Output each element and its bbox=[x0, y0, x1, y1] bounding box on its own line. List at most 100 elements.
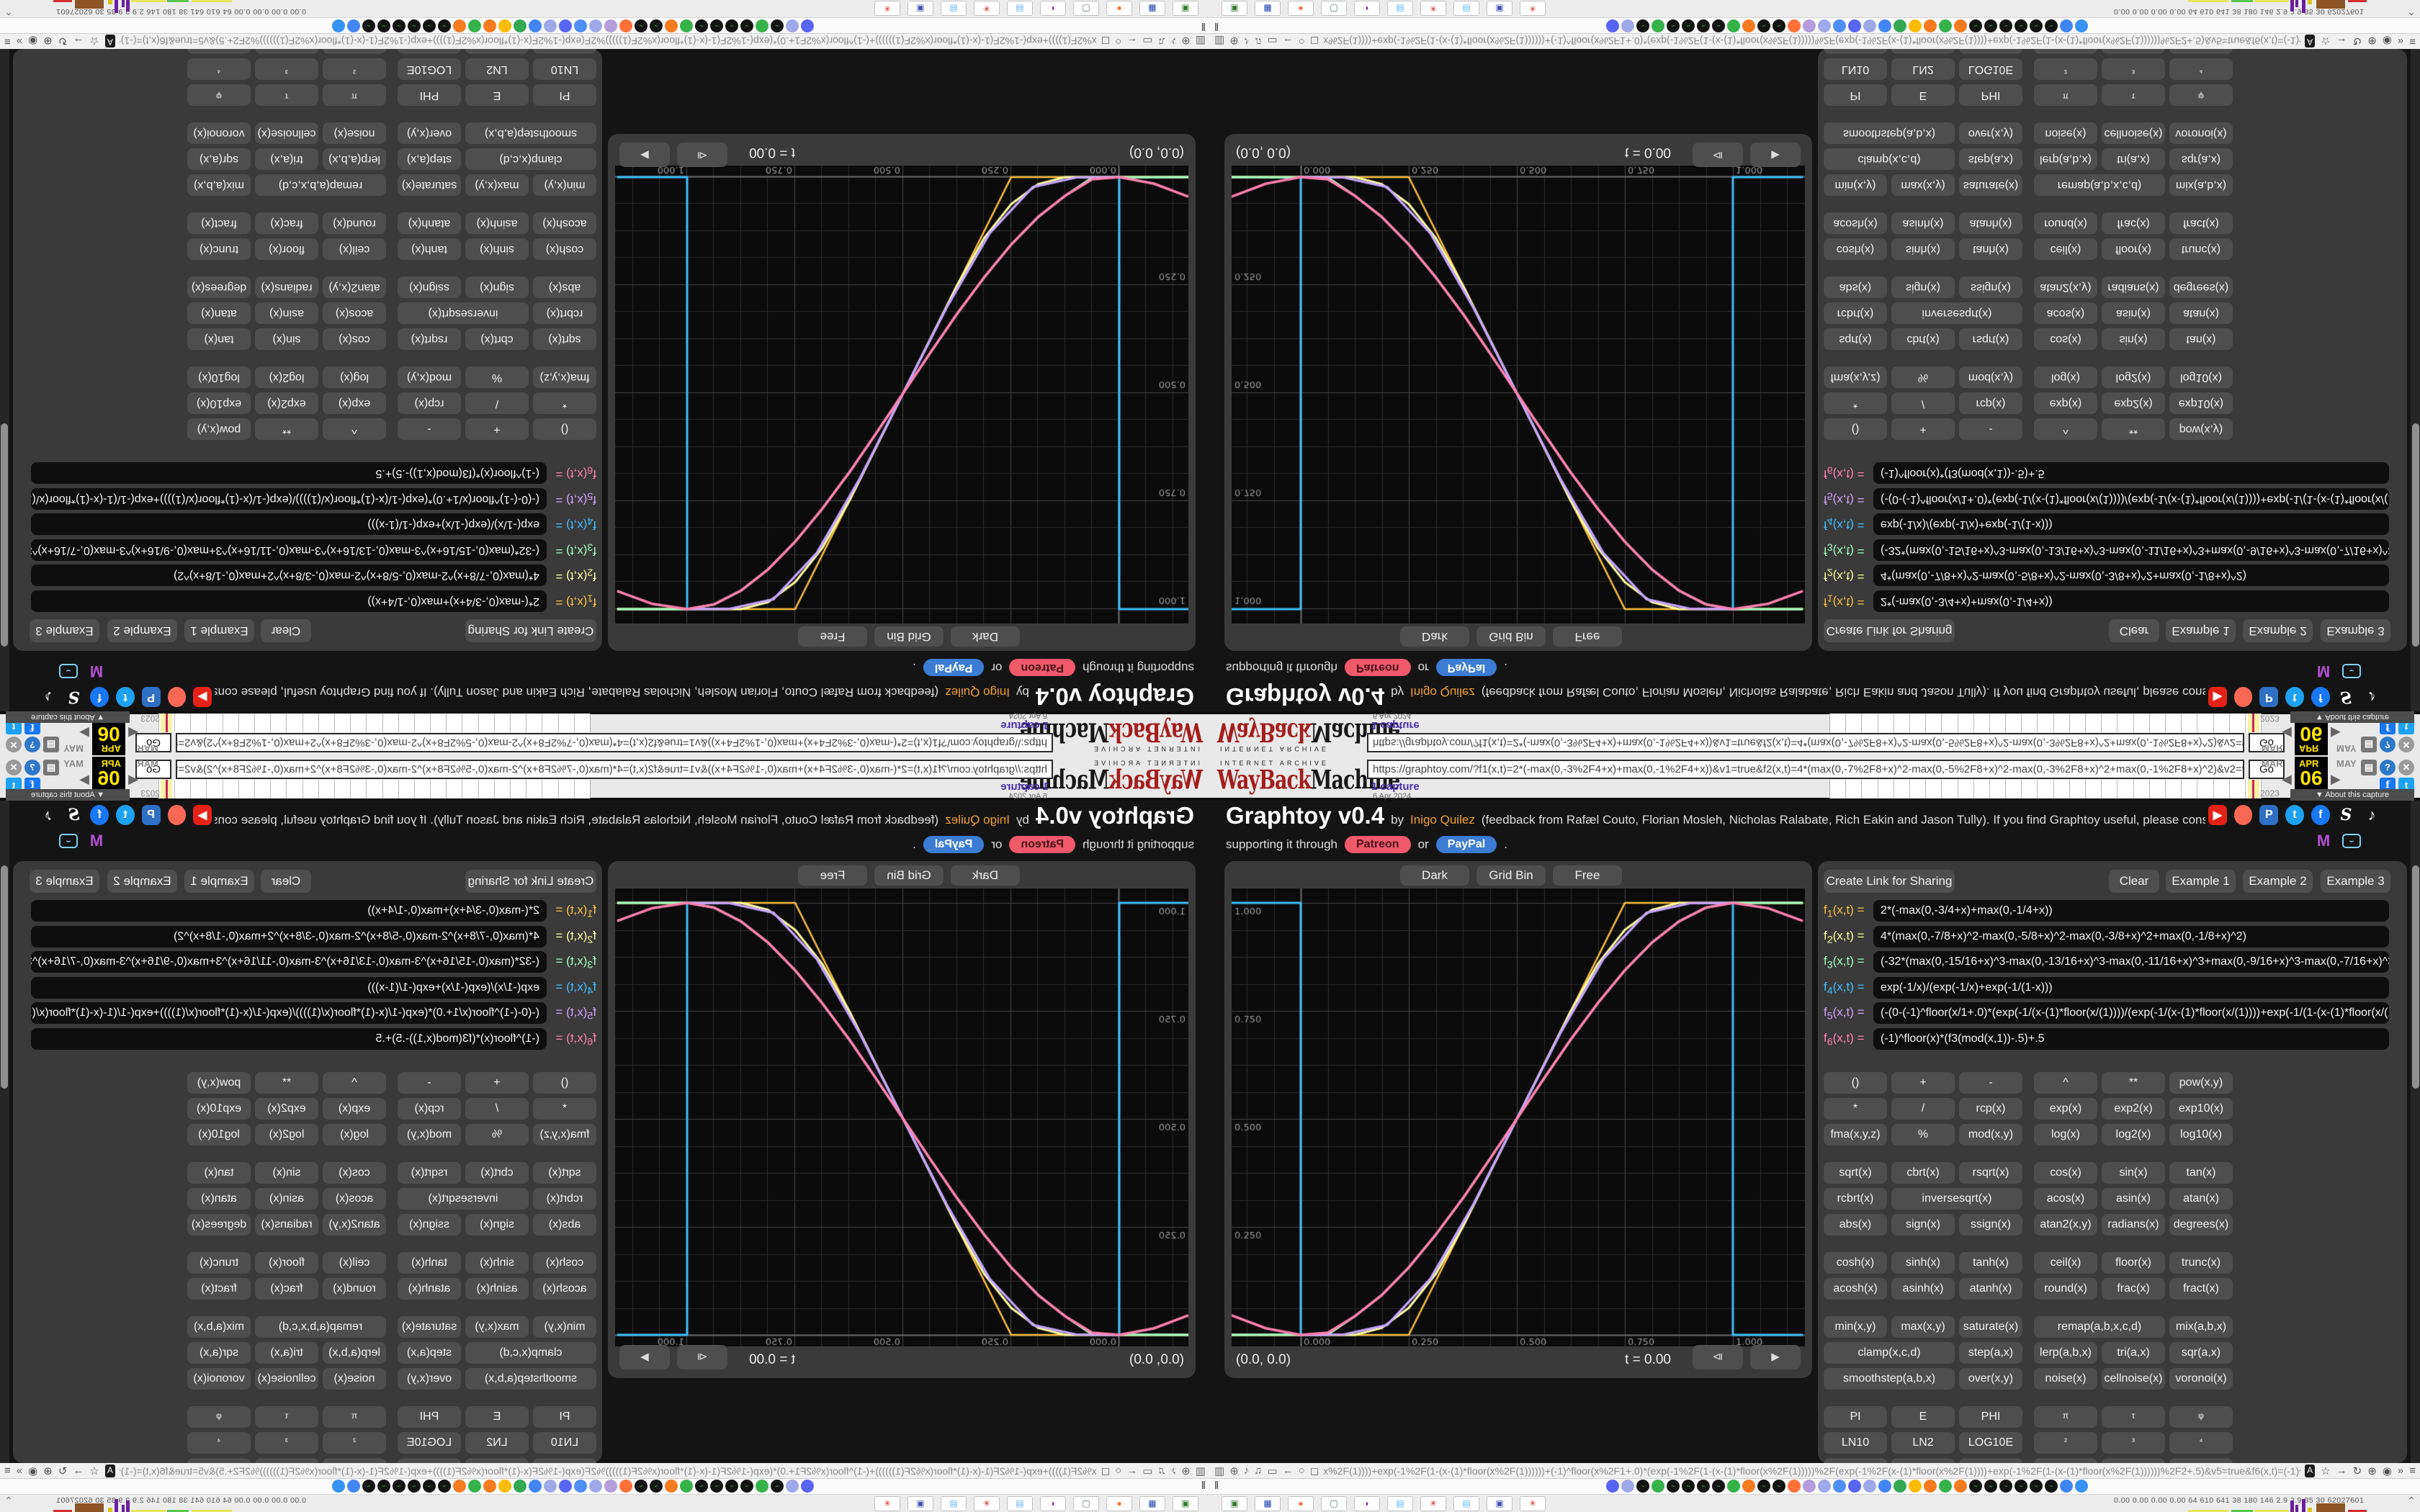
keypad-button[interactable]: sinh(x) bbox=[1891, 238, 1955, 260]
function-input-f2[interactable]: 4*(max(0,-7/8+x)^2-max(0,-5/8+x)^2-max(0… bbox=[1873, 564, 2389, 587]
keypad-button[interactable]: noise(x) bbox=[2034, 1368, 2097, 1390]
wave-favicon[interactable]: ~ bbox=[1712, 19, 1725, 32]
reddit-favicon[interactable] bbox=[1924, 1480, 1937, 1493]
keypad-button[interactable]: sign(x) bbox=[465, 276, 529, 298]
tab-gear[interactable]: ✳ bbox=[874, 1496, 900, 1511]
keypad-button[interactable]: atan(x) bbox=[2169, 302, 2233, 324]
wave-favicon[interactable]: ~ bbox=[423, 19, 436, 32]
example-2-button[interactable]: Example 2 bbox=[2243, 619, 2313, 642]
keypad-button[interactable]: LN10 bbox=[533, 58, 596, 80]
globe-icon[interactable]: ⊕ bbox=[1181, 1464, 1191, 1477]
mastodon-icon[interactable]: M bbox=[2316, 832, 2331, 850]
wave-favicon[interactable]: ~ bbox=[408, 19, 421, 32]
keypad-button[interactable]: rsqrt(x) bbox=[1959, 1162, 2022, 1184]
keypad-button[interactable]: ceil(x) bbox=[323, 238, 386, 260]
keypad-button[interactable]: cbrt(x) bbox=[465, 328, 529, 350]
menu-icon[interactable]: ≡ bbox=[2409, 35, 2416, 48]
example-3-button[interactable]: Example 3 bbox=[30, 619, 99, 642]
clear-button[interactable]: Clear bbox=[261, 619, 311, 642]
collapse-chevron-icon[interactable]: ⌃ bbox=[4, 6, 13, 17]
wave-favicon[interactable]: ~ bbox=[1636, 19, 1649, 32]
keypad-button[interactable]: acosh(x) bbox=[1824, 1278, 1887, 1300]
globe-icon[interactable]: ⊕ bbox=[1229, 35, 1239, 48]
reddit-favicon[interactable] bbox=[1954, 19, 1967, 32]
keypad-button[interactable]: pow(x,y) bbox=[2169, 418, 2233, 440]
keypad-button[interactable]: asin(x) bbox=[2102, 302, 2165, 324]
wave-favicon[interactable]: ~ bbox=[393, 19, 405, 32]
facebook-icon[interactable]: f bbox=[90, 687, 109, 707]
keypad-button[interactable]: E bbox=[1891, 1406, 1955, 1428]
grid-mode-button[interactable]: Grid Bin bbox=[1476, 626, 1546, 647]
keypad-button[interactable]: exp10(x) bbox=[187, 392, 251, 414]
keypad-button[interactable]: sqrt(x) bbox=[533, 328, 596, 350]
keypad-button[interactable]: pow(x,y) bbox=[187, 1072, 251, 1094]
graph-canvas[interactable] bbox=[615, 888, 1188, 1346]
avatar-favicon[interactable] bbox=[1863, 1480, 1876, 1493]
shadertoy-icon[interactable]: S bbox=[2340, 688, 2352, 706]
keypad-button[interactable]: ⁴ bbox=[187, 58, 251, 80]
keypad-button[interactable]: acosh(x) bbox=[1824, 212, 1887, 234]
wave-favicon[interactable]: ~ bbox=[2015, 1480, 2027, 1493]
time-play-button[interactable]: ▶ bbox=[1750, 1345, 1801, 1369]
youtube-icon[interactable]: ▶ bbox=[193, 805, 212, 825]
menu-icon[interactable]: ≡ bbox=[2409, 1464, 2416, 1477]
patreon-button[interactable]: Patreon bbox=[1009, 836, 1075, 853]
keypad-button[interactable]: atan2(x,y) bbox=[2034, 276, 2097, 298]
keypad-button[interactable]: ^ bbox=[2034, 1072, 2097, 1094]
keypad-button[interactable]: smoothstep(a,b,x) bbox=[465, 122, 596, 144]
keypad-button[interactable]: log2(x) bbox=[2102, 366, 2165, 388]
keypad-button[interactable]: rcbrt(x) bbox=[1824, 302, 1887, 324]
scrollbar-thumb[interactable] bbox=[2411, 865, 2419, 1089]
keypad-button[interactable]: acosh(x) bbox=[533, 1278, 596, 1300]
tv-icon[interactable]: ⌣ bbox=[2342, 664, 2361, 678]
keypad-button[interactable]: PHI bbox=[1959, 1406, 2022, 1428]
wave-favicon[interactable]: ~ bbox=[2030, 1480, 2043, 1493]
mastodon-icon[interactable]: M bbox=[89, 662, 104, 680]
function-input-f1[interactable]: 2*(-max(0,-3/4+x)+max(0,-1/4+x)) bbox=[1873, 590, 2389, 612]
keypad-button[interactable]: PI bbox=[533, 1406, 596, 1428]
theme-toggle-button[interactable]: Dark bbox=[951, 865, 1020, 886]
scrollbar-thumb[interactable] bbox=[1, 423, 9, 647]
avatar-favicon[interactable] bbox=[1818, 19, 1831, 32]
keypad-button[interactable]: over(x,y) bbox=[1959, 122, 2022, 144]
circle-icon[interactable]: ○ bbox=[1298, 1464, 1305, 1477]
discord-favicon[interactable] bbox=[1848, 19, 1861, 32]
keypad-button[interactable]: π bbox=[323, 84, 386, 106]
keypad-button[interactable]: atanh(x) bbox=[398, 212, 461, 234]
grid-mode-button[interactable]: Grid Bin bbox=[874, 865, 944, 886]
keypad-button[interactable]: smoothstep(a,b,x) bbox=[1824, 122, 1955, 144]
patreon-icon[interactable]: ● bbox=[167, 805, 187, 825]
example-1-button[interactable]: Example 1 bbox=[184, 619, 254, 642]
keypad-button[interactable]: LN2 bbox=[1891, 1432, 1955, 1454]
keypad-button[interactable]: inversesqrt(x) bbox=[1891, 302, 2022, 324]
globe2-icon[interactable]: ⊕ bbox=[43, 1464, 53, 1477]
keypad-button[interactable]: E bbox=[465, 1406, 529, 1428]
keypad-button[interactable]: fma(x,y,z) bbox=[533, 366, 596, 388]
capture-timeline[interactable] bbox=[1829, 714, 2262, 732]
next-capture-arrow[interactable]: ▶ bbox=[2331, 726, 2341, 740]
zoom-mode-button[interactable]: Free bbox=[798, 865, 867, 886]
keypad-button[interactable]: over(x,y) bbox=[1959, 1368, 2022, 1390]
tab-firefox[interactable]: ● bbox=[1288, 1, 1314, 16]
wave-favicon[interactable]: ~ bbox=[1999, 19, 2012, 32]
wave-favicon[interactable]: ~ bbox=[1667, 19, 1680, 32]
keypad-button[interactable]: min(x,y) bbox=[533, 1316, 596, 1338]
keypad-button[interactable]: atan(x) bbox=[187, 302, 251, 324]
reload-icon[interactable]: ↻ bbox=[2352, 1464, 2362, 1477]
keypad-button[interactable]: ssign(x) bbox=[1959, 1214, 2022, 1236]
keypad-button[interactable]: ³ bbox=[2102, 58, 2165, 80]
example-3-button[interactable]: Example 3 bbox=[30, 870, 99, 893]
green-favicon[interactable] bbox=[680, 19, 693, 32]
tab-parrot[interactable]: ◗ bbox=[1040, 1496, 1066, 1511]
twitter-icon[interactable]: t bbox=[2285, 687, 2304, 707]
keypad-button[interactable]: rcp(x) bbox=[1959, 1098, 2022, 1120]
google-favicon[interactable] bbox=[2060, 19, 2073, 32]
keypad-button[interactable]: LOG10E bbox=[398, 1432, 461, 1454]
function-input-f6[interactable]: (-1)^floor(x)*(f3(mod(x,1))-.5)+.5 bbox=[1873, 462, 2389, 485]
keypad-button[interactable]: τ bbox=[2102, 1406, 2165, 1428]
wave-favicon[interactable]: ~ bbox=[725, 1480, 738, 1493]
example-3-button[interactable]: Example 3 bbox=[2321, 870, 2390, 893]
keypad-button[interactable]: PHI bbox=[398, 84, 461, 106]
author-link[interactable]: Inigo Quilez bbox=[945, 685, 1010, 699]
translate-icon[interactable]: A bbox=[2305, 1464, 2316, 1477]
